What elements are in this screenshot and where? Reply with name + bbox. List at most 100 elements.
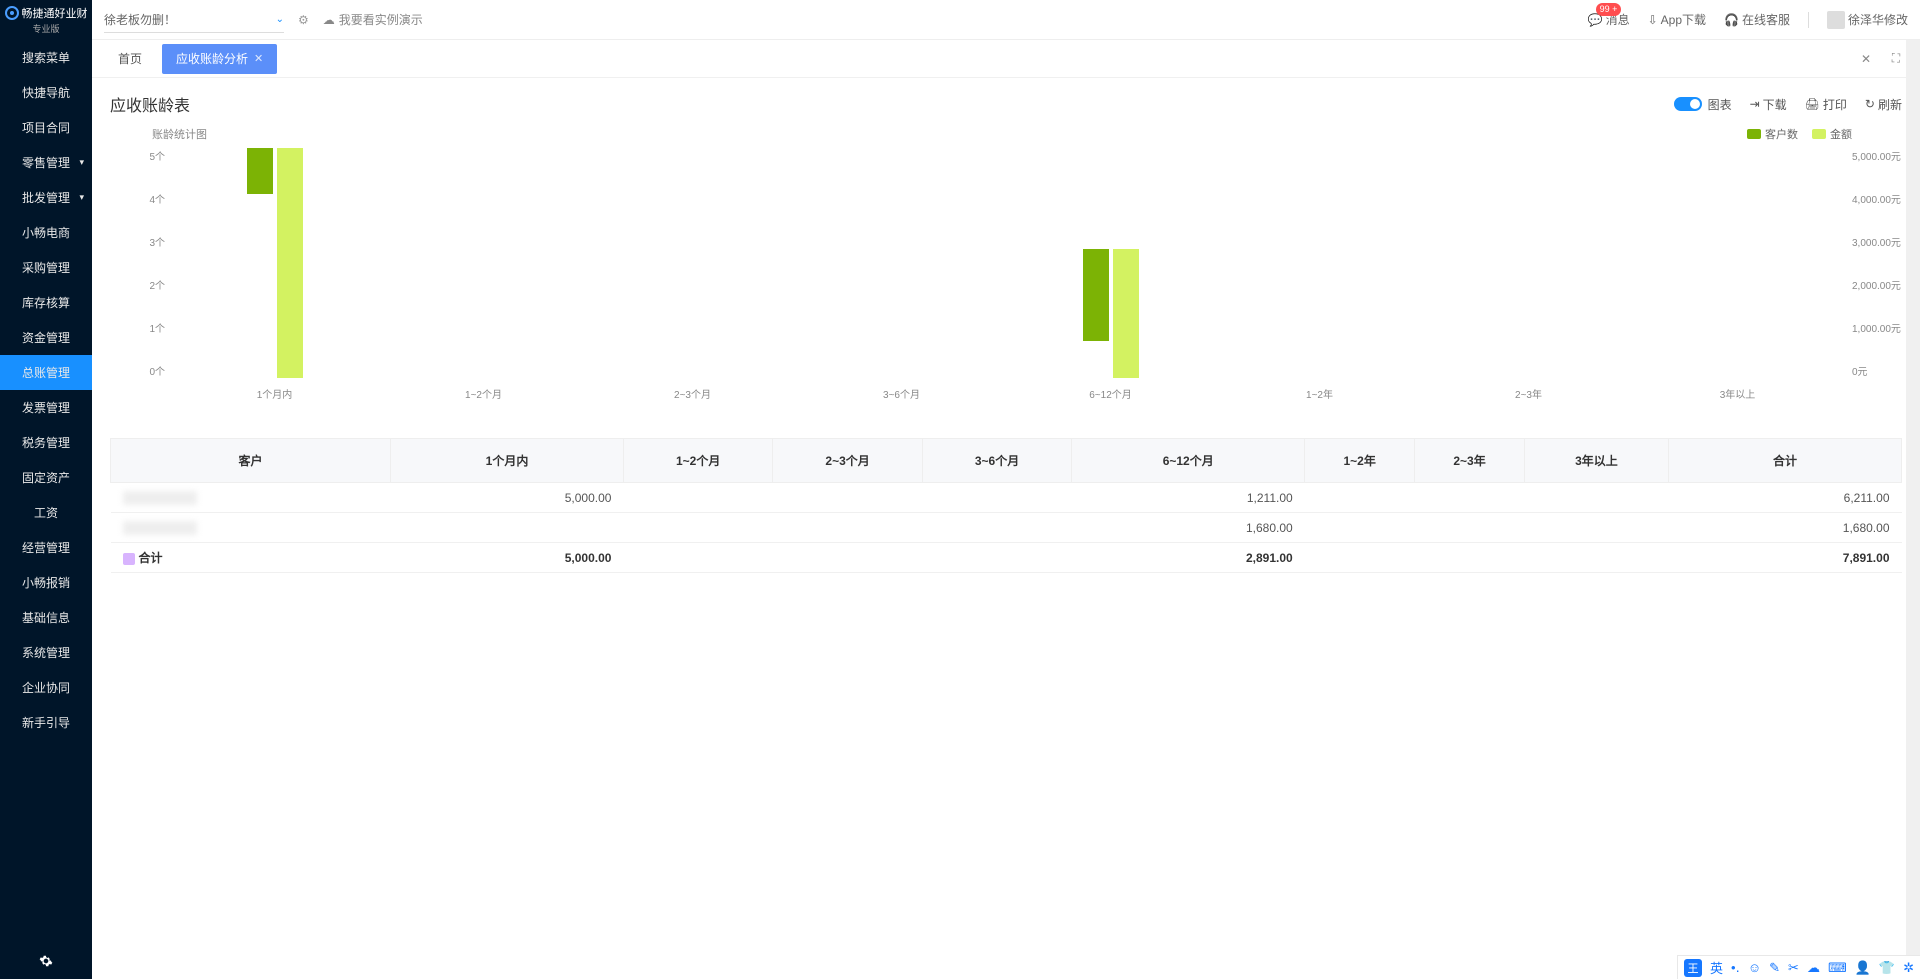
support-button[interactable]: 🎧 在线客服: [1724, 11, 1790, 28]
sidebar-item-0[interactable]: 搜索菜单: [0, 40, 92, 75]
sidebar-item-11[interactable]: 税务管理: [0, 425, 92, 460]
cell: 2,891.00: [1072, 543, 1305, 573]
sidebar-item-label: 税务管理: [22, 434, 70, 451]
cell: [1415, 513, 1525, 543]
sidebar-item-label: 企业协同: [22, 679, 70, 696]
download-label: App下载: [1661, 11, 1706, 28]
caret-icon: ▾: [79, 157, 84, 168]
x-tick: 3年以上: [1633, 378, 1842, 408]
sidebar-item-5[interactable]: 小畅电商: [0, 215, 92, 250]
cell-customer: ████: [111, 483, 391, 513]
bar-customers: [247, 148, 273, 194]
table-body: ████5,000.001,211.006,211.00████1,680.00…: [111, 483, 1902, 573]
table-header-cell: 3~6个月: [922, 439, 1071, 483]
tabs-close-all[interactable]: ✕: [1854, 47, 1878, 71]
ime-pen-icon[interactable]: ✎: [1769, 960, 1780, 976]
ime-settings-icon[interactable]: ✲: [1903, 960, 1914, 976]
cell: [1305, 513, 1415, 543]
sidebar-item-8[interactable]: 资金管理: [0, 320, 92, 355]
x-tick: 2~3个月: [588, 378, 797, 408]
cell: [623, 513, 772, 543]
org-selector[interactable]: 徐老板勿删！ ⌄: [104, 7, 284, 33]
ime-lang[interactable]: 英: [1710, 958, 1723, 977]
toggle-label: 图表: [1708, 96, 1732, 113]
fullscreen-button[interactable]: ⛶: [1884, 47, 1908, 71]
ime-emoji-icon[interactable]: ☺: [1748, 960, 1761, 975]
messages-button[interactable]: 99 + 💬 消息: [1588, 11, 1630, 28]
page-title: 应收账龄表: [110, 92, 190, 116]
chart-legend: 客户数 金额: [1747, 126, 1852, 142]
y-axis-right: 5,000.00元4,000.00元3,000.00元2,000.00元1,00…: [1852, 148, 1902, 378]
chart-toggle[interactable]: [1674, 97, 1702, 111]
sidebar-item-12[interactable]: 固定资产: [0, 460, 92, 495]
download-button[interactable]: ⇥ 下载: [1750, 96, 1787, 113]
bar-group: [247, 148, 303, 378]
sidebar-item-1[interactable]: 快捷导航: [0, 75, 92, 110]
y-left-tick: 3个: [115, 234, 165, 249]
user-menu[interactable]: 徐泽华修改: [1827, 11, 1908, 29]
cell: [1305, 543, 1415, 573]
sidebar-item-14[interactable]: 经营管理: [0, 530, 92, 565]
print-icon: 🖨: [1805, 97, 1820, 111]
table-header-cell: 1~2年: [1305, 439, 1415, 483]
x-tick: 6~12个月: [1006, 378, 1215, 408]
sidebar-item-2[interactable]: 项目合同: [0, 110, 92, 145]
ime-shirt-icon[interactable]: 👕: [1879, 960, 1895, 976]
settings-button[interactable]: [0, 943, 92, 979]
y-left-tick: 5个: [115, 148, 165, 163]
sidebar-item-6[interactable]: 采购管理: [0, 250, 92, 285]
y-right-tick: 5,000.00元: [1852, 148, 1902, 163]
sidebar-item-15[interactable]: 小畅报销: [0, 565, 92, 600]
sidebar-item-16[interactable]: 基础信息: [0, 600, 92, 635]
demo-link[interactable]: ☁ 我要看实例演示: [323, 11, 423, 28]
ime-person-icon[interactable]: 👤: [1855, 960, 1871, 976]
page-content: 应收账龄表 图表 ⇥ 下载 🖨 打印 ↻: [92, 78, 1920, 979]
refresh-button[interactable]: ↻ 刷新: [1865, 96, 1902, 113]
tab-close-icon[interactable]: ✕: [254, 52, 263, 65]
cell: [1524, 513, 1668, 543]
cell: [922, 543, 1071, 573]
sidebar-item-18[interactable]: 企业协同: [0, 670, 92, 705]
brand-edition: 专业版: [32, 22, 59, 35]
sidebar-item-10[interactable]: 发票管理: [0, 390, 92, 425]
headset-icon: 🎧: [1724, 13, 1739, 27]
sidebar-item-9[interactable]: 总账管理: [0, 355, 92, 390]
y-left-tick: 1个: [115, 320, 165, 335]
print-button[interactable]: 🖨 打印: [1805, 96, 1847, 113]
sidebar-item-19[interactable]: 新手引导: [0, 705, 92, 740]
ime-keyboard-icon[interactable]: ⌨: [1828, 960, 1847, 976]
tab-home[interactable]: 首页: [104, 44, 156, 74]
org-settings-icon[interactable]: ⚙: [298, 13, 309, 27]
sidebar-item-label: 系统管理: [22, 644, 70, 661]
brand-name: 畅捷通好业财: [22, 5, 88, 21]
y-left-tick: 2个: [115, 277, 165, 292]
sidebar-item-7[interactable]: 库存核算: [0, 285, 92, 320]
sidebar-item-label: 小畅报销: [22, 574, 70, 591]
sidebar-item-3[interactable]: 零售管理▾: [0, 145, 92, 180]
sidebar-item-label: 批发管理: [22, 189, 70, 206]
chevron-down-icon: ⌄: [276, 14, 284, 25]
app-download-button[interactable]: ⇩ App下载: [1648, 11, 1706, 28]
org-name: 徐老板勿删！: [104, 11, 176, 28]
cell: [623, 543, 772, 573]
scrollbar[interactable]: [1906, 40, 1920, 979]
ime-badge[interactable]: 王: [1684, 959, 1702, 977]
cell: 5,000.00: [391, 543, 624, 573]
swatch-amount: [1812, 129, 1826, 139]
sidebar-item-label: 固定资产: [22, 469, 70, 486]
ime-icon-1[interactable]: •․: [1731, 960, 1740, 976]
bubble-icon: ☁: [323, 13, 335, 27]
download-label: 下载: [1763, 96, 1787, 113]
table-header-cell: 客户: [111, 439, 391, 483]
y-right-tick: 4,000.00元: [1852, 191, 1902, 206]
ime-scissors-icon[interactable]: ✂: [1788, 960, 1799, 976]
sidebar-item-17[interactable]: 系统管理: [0, 635, 92, 670]
data-table-section: 客户1个月内1~2个月2~3个月3~6个月6~12个月1~2年2~3年3年以上合…: [110, 438, 1902, 573]
x-tick: 1~2年: [1215, 378, 1424, 408]
ime-cloud-icon[interactable]: ☁: [1807, 960, 1820, 976]
sidebar-item-label: 新手引导: [22, 714, 70, 731]
sidebar-item-4[interactable]: 批发管理▾: [0, 180, 92, 215]
tab-active[interactable]: 应收账龄分析 ✕: [162, 44, 277, 74]
download-icon: ⇥: [1750, 97, 1760, 111]
sidebar-item-13[interactable]: 工资: [0, 495, 92, 530]
